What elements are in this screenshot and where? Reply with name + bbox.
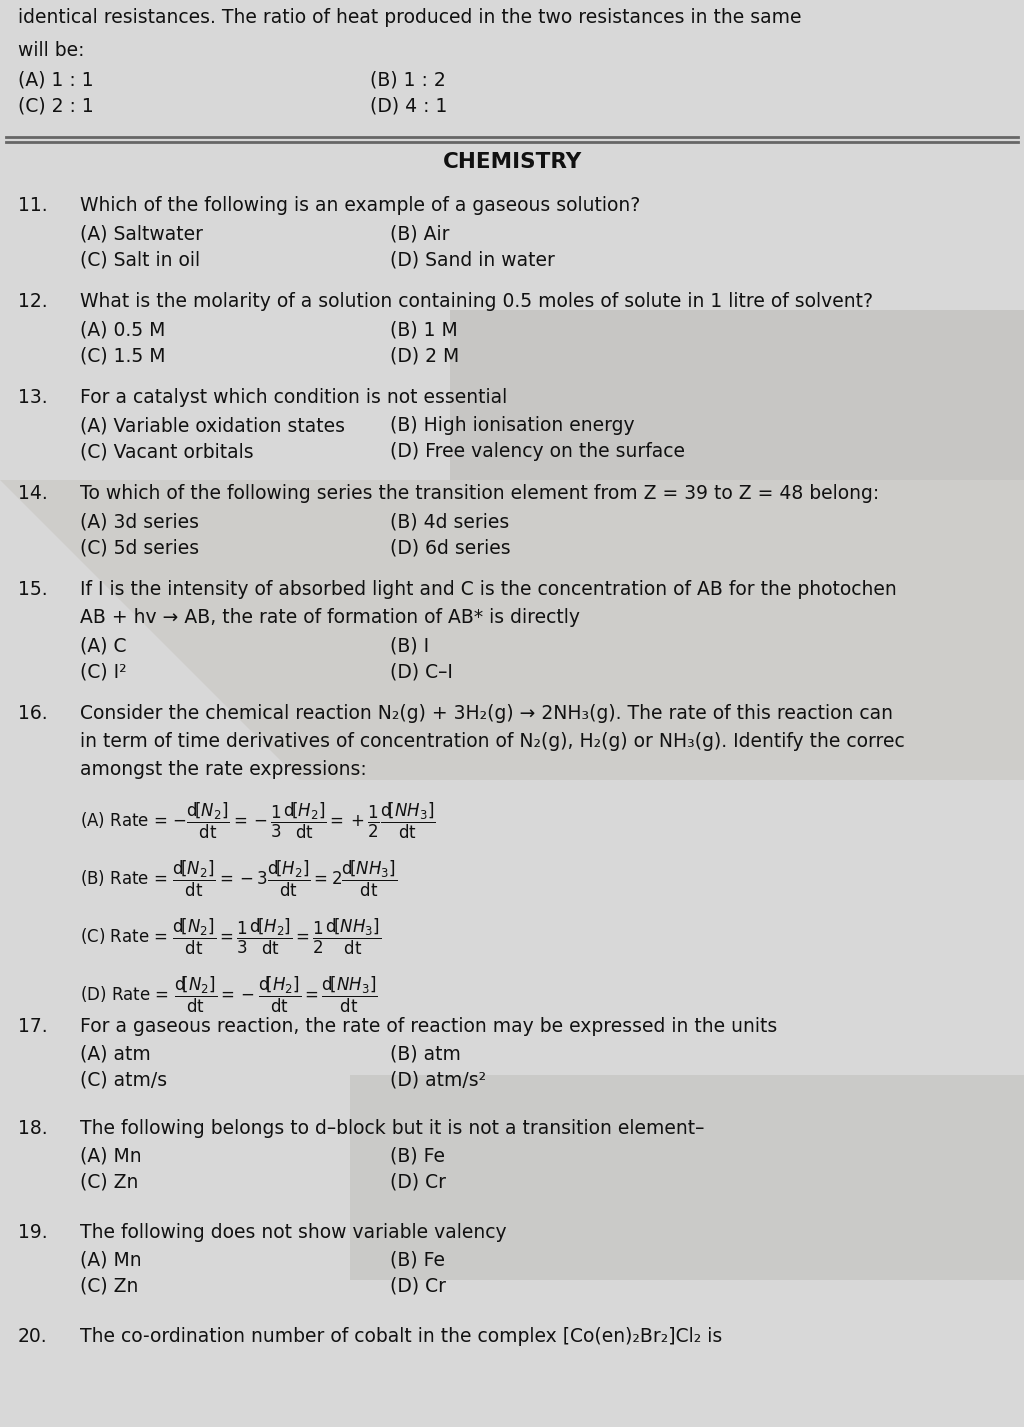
Text: (D) 6d series: (D) 6d series bbox=[390, 538, 511, 557]
Text: (C) 1.5 M: (C) 1.5 M bbox=[80, 345, 166, 365]
Text: To which of the following series the transition element from Z = 39 to Z = 48 be: To which of the following series the tra… bbox=[80, 484, 880, 502]
Text: (B) Air: (B) Air bbox=[390, 224, 450, 243]
Text: (D) 2 M: (D) 2 M bbox=[390, 345, 459, 365]
Text: AB + hv → AB, the rate of formation of AB* is directly: AB + hv → AB, the rate of formation of A… bbox=[80, 608, 580, 626]
Text: (A) C: (A) C bbox=[80, 636, 127, 655]
Text: 18.: 18. bbox=[18, 1119, 48, 1137]
Text: (A) 0.5 M: (A) 0.5 M bbox=[80, 320, 165, 340]
Text: (B) 1 M: (B) 1 M bbox=[390, 320, 458, 340]
Text: 19.: 19. bbox=[18, 1223, 48, 1241]
Text: (B) atm: (B) atm bbox=[390, 1045, 461, 1065]
Text: (A) 1 : 1: (A) 1 : 1 bbox=[18, 71, 93, 90]
Text: (D) Free valency on the surface: (D) Free valency on the surface bbox=[390, 442, 685, 461]
Text: For a catalyst which condition is not essential: For a catalyst which condition is not es… bbox=[80, 388, 507, 407]
Text: (C) Zn: (C) Zn bbox=[80, 1277, 138, 1296]
Text: in term of time derivatives of concentration of N₂(g), H₂(g) or NH₃(g). Identify: in term of time derivatives of concentra… bbox=[80, 732, 905, 751]
Text: (C) 2 : 1: (C) 2 : 1 bbox=[18, 97, 94, 116]
Text: (A) Saltwater: (A) Saltwater bbox=[80, 224, 203, 243]
Text: (A) 3d series: (A) 3d series bbox=[80, 512, 199, 531]
Text: 17.: 17. bbox=[18, 1017, 48, 1036]
Text: (D) atm/s²: (D) atm/s² bbox=[390, 1072, 486, 1090]
Text: (A) Mn: (A) Mn bbox=[80, 1147, 141, 1166]
Text: CHEMISTRY: CHEMISTRY bbox=[442, 153, 582, 173]
Text: (A) Mn: (A) Mn bbox=[80, 1251, 141, 1270]
Text: (D) 4 : 1: (D) 4 : 1 bbox=[370, 97, 447, 116]
Text: The following belongs to d–block but it is not a transition element–: The following belongs to d–block but it … bbox=[80, 1119, 705, 1137]
Text: identical resistances. The ratio of heat produced in the two resistances in the : identical resistances. The ratio of heat… bbox=[18, 9, 802, 27]
Text: Consider the chemical reaction N₂(g) + 3H₂(g) → 2NH₃(g). The rate of this reacti: Consider the chemical reaction N₂(g) + 3… bbox=[80, 704, 893, 723]
Text: (A) Variable oxidation states: (A) Variable oxidation states bbox=[80, 417, 345, 435]
Text: The co-ordination number of cobalt in the complex [Co(en)₂Br₂]Cl₂ is: The co-ordination number of cobalt in th… bbox=[80, 1327, 722, 1346]
Text: Which of the following is an example of a gaseous solution?: Which of the following is an example of … bbox=[80, 195, 640, 215]
Text: (D) Cr: (D) Cr bbox=[390, 1277, 446, 1296]
Polygon shape bbox=[350, 1075, 1024, 1280]
Text: (C) I²: (C) I² bbox=[80, 662, 127, 681]
Text: (D) Sand in water: (D) Sand in water bbox=[390, 250, 555, 270]
Text: 11.: 11. bbox=[18, 195, 48, 215]
Text: If I is the intensity of absorbed light and C is the concentration of AB for the: If I is the intensity of absorbed light … bbox=[80, 579, 897, 599]
Text: (D) Rate = $\dfrac{\mathrm{d}\!\left[N_2\right]}{\mathrm{dt}} = -\dfrac{\mathrm{: (D) Rate = $\dfrac{\mathrm{d}\!\left[N_2… bbox=[80, 975, 378, 1015]
Text: (B) Fe: (B) Fe bbox=[390, 1147, 445, 1166]
Text: amongst the rate expressions:: amongst the rate expressions: bbox=[80, 761, 367, 779]
Text: (C) 5d series: (C) 5d series bbox=[80, 538, 199, 557]
Text: (B) 4d series: (B) 4d series bbox=[390, 512, 509, 531]
Text: (B) High ionisation energy: (B) High ionisation energy bbox=[390, 417, 635, 435]
Text: (C) Salt in oil: (C) Salt in oil bbox=[80, 250, 200, 270]
Text: The following does not show variable valency: The following does not show variable val… bbox=[80, 1223, 507, 1241]
Text: (B) I: (B) I bbox=[390, 636, 429, 655]
Text: (C) Vacant orbitals: (C) Vacant orbitals bbox=[80, 442, 254, 461]
Text: (A) atm: (A) atm bbox=[80, 1045, 151, 1065]
Text: (A) Rate = $-\dfrac{\mathrm{d}\!\left[N_2\right]}{\mathrm{dt}} = -\dfrac{1}{3}\d: (A) Rate = $-\dfrac{\mathrm{d}\!\left[N_… bbox=[80, 801, 436, 841]
Text: For a gaseous reaction, the rate of reaction may be expressed in the units: For a gaseous reaction, the rate of reac… bbox=[80, 1017, 777, 1036]
Text: (C) atm/s: (C) atm/s bbox=[80, 1072, 167, 1090]
Text: (B) 1 : 2: (B) 1 : 2 bbox=[370, 71, 445, 90]
Text: 14.: 14. bbox=[18, 484, 48, 502]
Text: (C) Zn: (C) Zn bbox=[80, 1173, 138, 1192]
Text: (C) Rate = $\dfrac{\mathrm{d}\!\left[N_2\right]}{\mathrm{dt}} = \dfrac{1}{3}\dfr: (C) Rate = $\dfrac{\mathrm{d}\!\left[N_2… bbox=[80, 918, 381, 958]
Text: 12.: 12. bbox=[18, 293, 48, 311]
Text: 20.: 20. bbox=[18, 1327, 48, 1346]
Text: What is the molarity of a solution containing 0.5 moles of solute in 1 litre of : What is the molarity of a solution conta… bbox=[80, 293, 873, 311]
Text: (B) Rate = $\dfrac{\mathrm{d}\!\left[N_2\right]}{\mathrm{dt}} = -3\dfrac{\mathrm: (B) Rate = $\dfrac{\mathrm{d}\!\left[N_2… bbox=[80, 859, 397, 899]
Text: (B) Fe: (B) Fe bbox=[390, 1251, 445, 1270]
Text: (D) C–I: (D) C–I bbox=[390, 662, 453, 681]
Text: (D) Cr: (D) Cr bbox=[390, 1173, 446, 1192]
Polygon shape bbox=[0, 479, 1024, 781]
Text: 15.: 15. bbox=[18, 579, 48, 599]
Text: 13.: 13. bbox=[18, 388, 48, 407]
Polygon shape bbox=[450, 310, 1024, 479]
Text: 16.: 16. bbox=[18, 704, 48, 723]
Text: will be:: will be: bbox=[18, 41, 85, 60]
